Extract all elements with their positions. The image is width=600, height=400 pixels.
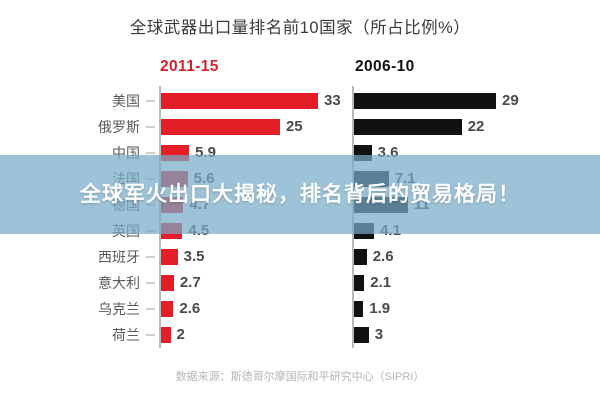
tick-dash [146,256,155,258]
period-header-2011-15: 2011-15 [160,58,219,75]
chart-row-left: 俄罗斯 25 [0,114,340,140]
country-label-6: 西班牙 [98,249,140,265]
chart-row-left: 乌克兰 2.6 [0,296,340,322]
bar-2006-10-7 [354,275,365,291]
country-label-9: 荷兰 [112,327,140,343]
country-label-8: 乌克兰 [98,301,140,317]
chart-row-right: 22 [340,114,600,140]
bar-2011-15-6 [161,249,178,265]
chart-row-right: 2.6 [340,244,600,270]
bar-2011-15-0 [161,93,318,109]
source-note: 数据来源：斯德哥尔摩国际和平研究中心（SIPRI） [175,371,425,383]
bar-value-2006-10-1: 22 [467,118,485,135]
tick-dash [146,282,155,284]
chart-row-right: 1.9 [340,296,600,322]
bar-value-2006-10-0: 29 [502,92,519,109]
bar-value-2011-15-6: 3.5 [183,248,205,265]
bar-value-2011-15-7: 2.7 [179,274,201,291]
bar-2006-10-9 [354,327,369,343]
bar-value-2006-10-8: 1.9 [369,300,391,317]
country-label-7: 意大利 [98,275,140,291]
bar-2011-15-8 [161,301,174,317]
page-title: 全球武器出口量排名前10国家（所占比例%） [129,19,471,37]
tick-dash [146,126,155,128]
bar-2006-10-6 [354,249,367,265]
chart-row-right: 2.1 [340,270,600,296]
bar-value-2011-15-0: 33 [324,92,341,109]
bar-2006-10-1 [354,119,462,135]
tick-dash [146,308,155,310]
tick-dash [146,334,155,336]
country-label-0: 美国 [112,93,140,109]
bar-value-2011-15-1: 25 [285,118,303,135]
bar-value-2006-10-6: 2.6 [372,248,394,265]
chart-row-right: 29 [340,88,600,114]
tick-dash [146,100,155,102]
chart-row-left: 西班牙 3.5 [0,244,340,270]
tick-dash [146,152,155,154]
chart-row-right: 3 [340,322,600,348]
bar-2006-10-0 [354,93,496,109]
bar-value-2011-15-8: 2.6 [179,300,201,317]
chart-row-left: 荷兰 2 [0,322,340,348]
bar-2006-10-8 [354,301,364,317]
chart-row-left: 意大利 2.7 [0,270,340,296]
overlay-caption-band: 全球军火出口大揭秘，排名背后的贸易格局！ [0,155,600,234]
period-header-2006-10: 2006-10 [355,58,415,75]
bar-value-2006-10-7: 2.1 [370,274,392,291]
overlay-caption-text: 全球军火出口大揭秘，排名背后的贸易格局！ [80,182,520,206]
bar-2011-15-1 [161,119,280,135]
bar-2011-15-9 [161,327,171,343]
country-label-1: 俄罗斯 [98,119,140,135]
bar-value-2011-15-9: 2 [176,326,185,343]
bar-2011-15-7 [161,275,174,291]
chart-row-left: 美国 33 [0,88,341,114]
bar-value-2006-10-9: 3 [374,326,384,343]
